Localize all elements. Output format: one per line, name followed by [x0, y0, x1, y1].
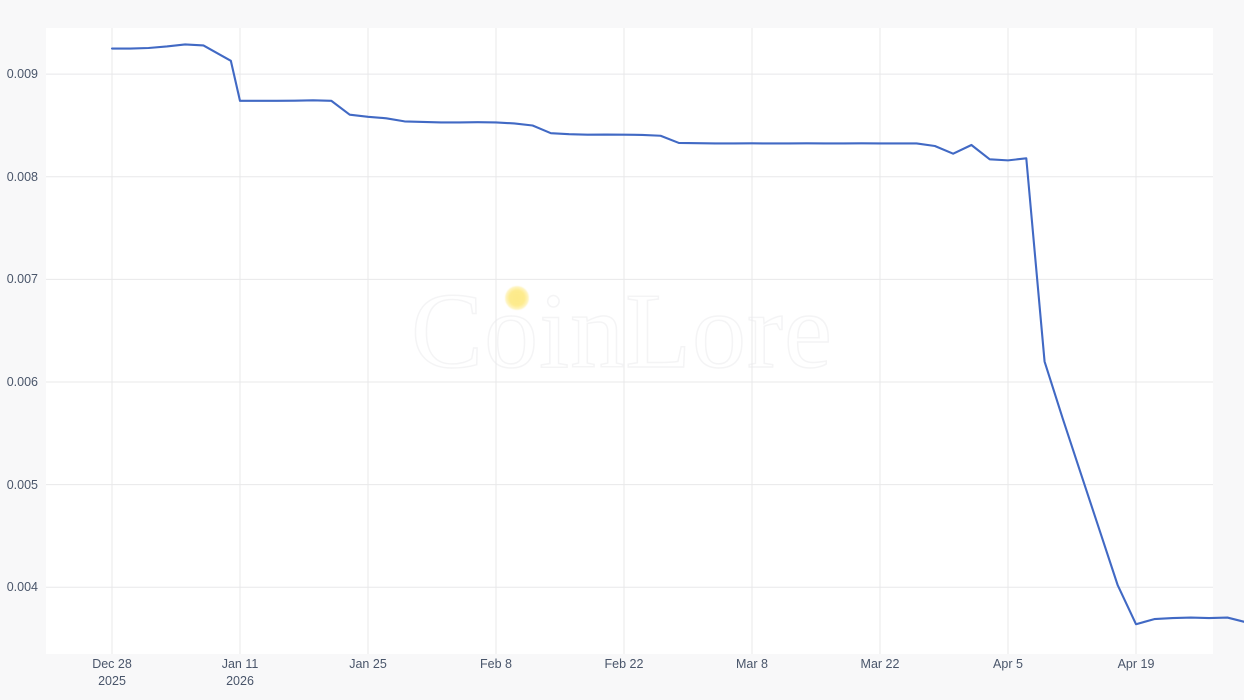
- y-axis-tick-label: 0.006: [6, 375, 38, 390]
- price-line-historical: [110, 43, 1244, 626]
- y-axis-tick-label: 0.005: [6, 477, 38, 492]
- y-axis-tick-label: 0.008: [6, 169, 38, 184]
- y-axis-tick-label: 0.009: [6, 67, 38, 82]
- vertical-gridlines: [111, 28, 1137, 654]
- y-axis-tick-label: 0.007: [6, 272, 38, 287]
- horizontal-gridlines: [46, 73, 1213, 588]
- y-axis-tick-label: 0.004: [6, 580, 38, 595]
- y-axis-labels: 0.004 0.005 0.006 0.007 0.008 0.009: [0, 0, 40, 700]
